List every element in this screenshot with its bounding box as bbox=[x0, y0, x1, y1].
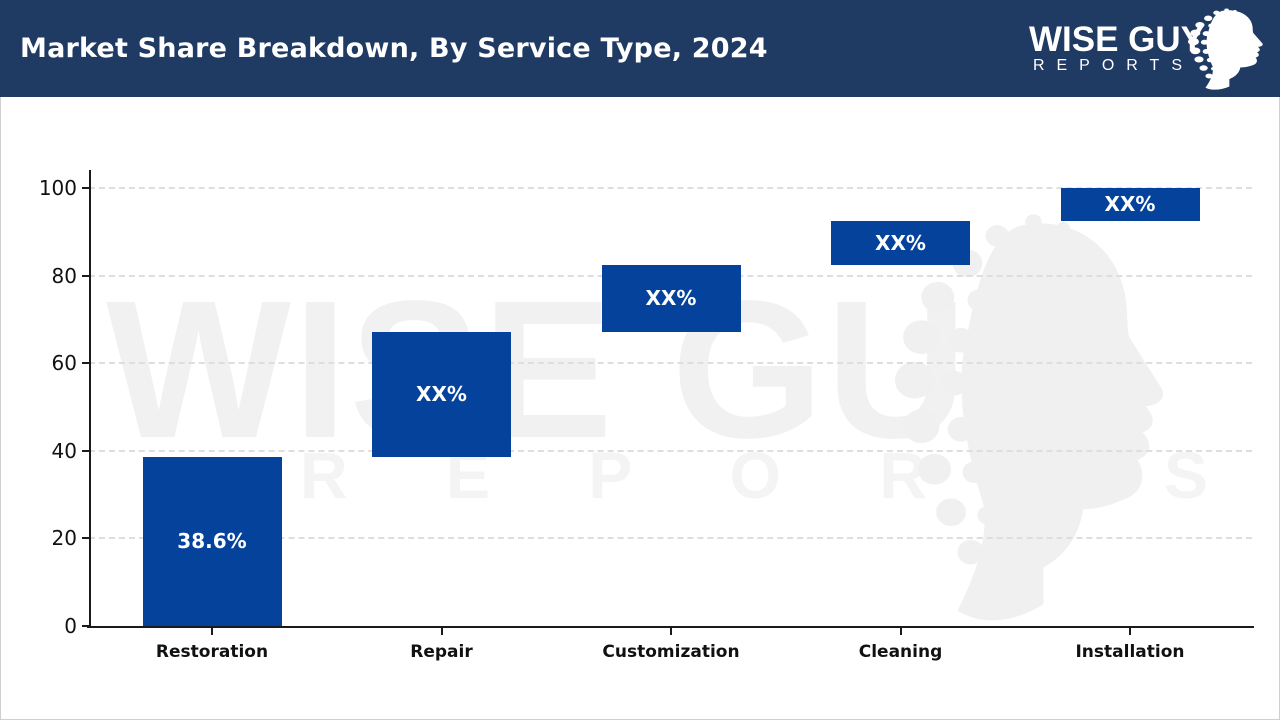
gridline-40 bbox=[89, 449, 1252, 452]
x-tick-restoration bbox=[211, 628, 213, 635]
gridline-60 bbox=[89, 362, 1252, 365]
page-title: Market Share Breakdown, By Service Type,… bbox=[20, 33, 768, 64]
y-tick-40 bbox=[82, 449, 89, 452]
x-category-label-cleaning: Cleaning bbox=[858, 642, 943, 662]
header-band: Market Share Breakdown, By Service Type,… bbox=[0, 0, 1280, 97]
y-tick-label-20: 20 bbox=[51, 526, 77, 551]
y-axis-spine bbox=[89, 170, 91, 628]
bar-value-label-installation: XX% bbox=[1104, 192, 1156, 217]
bar-value-label-cleaning: XX% bbox=[875, 230, 926, 255]
bar-customization: XX% bbox=[601, 264, 741, 332]
watermark-face-icon bbox=[894, 214, 1164, 621]
bar-restoration: 38.6% bbox=[142, 456, 282, 626]
y-tick-label-60: 60 bbox=[51, 351, 77, 376]
bar-value-label-restoration: 38.6% bbox=[177, 529, 247, 554]
bar-repair: XX% bbox=[372, 331, 511, 457]
y-tick-label-100: 100 bbox=[38, 176, 77, 200]
bar-value-label-repair: XX% bbox=[416, 382, 467, 407]
x-category-label-customization: Customization bbox=[602, 642, 740, 662]
gridline-20 bbox=[89, 537, 1252, 540]
y-tick-label-80: 80 bbox=[51, 263, 77, 288]
y-tick-0 bbox=[82, 625, 89, 627]
chart-area: WISE GUY R E P O R T S 0 20 bbox=[0, 97, 1280, 720]
x-tick-customization bbox=[670, 628, 672, 635]
bar-value-label-customization: XX% bbox=[645, 286, 697, 311]
x-category-label-restoration: Restoration bbox=[155, 642, 269, 662]
bar-installation: XX% bbox=[1060, 188, 1200, 221]
x-category-label-installation: Installation bbox=[1075, 642, 1185, 662]
bar-cleaning: XX% bbox=[831, 220, 970, 265]
y-tick-60 bbox=[82, 362, 89, 365]
x-tick-installation bbox=[1129, 628, 1131, 635]
y-tick-label-0: 0 bbox=[64, 614, 77, 638]
gridline-100 bbox=[89, 187, 1252, 189]
y-tick-label-40: 40 bbox=[51, 438, 77, 463]
brand-logo-name: WISE GUY bbox=[1028, 20, 1204, 59]
x-tick-repair bbox=[440, 628, 443, 635]
brand-logo-tagline: REPORTS bbox=[1032, 57, 1194, 74]
brand-logo: WISE GUY REPORTS bbox=[972, 0, 1272, 97]
x-axis-spine bbox=[87, 626, 1254, 628]
y-tick-20 bbox=[82, 537, 89, 540]
x-tick-cleaning bbox=[899, 628, 902, 635]
y-tick-100 bbox=[82, 187, 89, 189]
x-category-label-repair: Repair bbox=[410, 642, 473, 662]
y-tick-80 bbox=[82, 274, 89, 277]
brand-face-icon bbox=[1187, 8, 1263, 90]
